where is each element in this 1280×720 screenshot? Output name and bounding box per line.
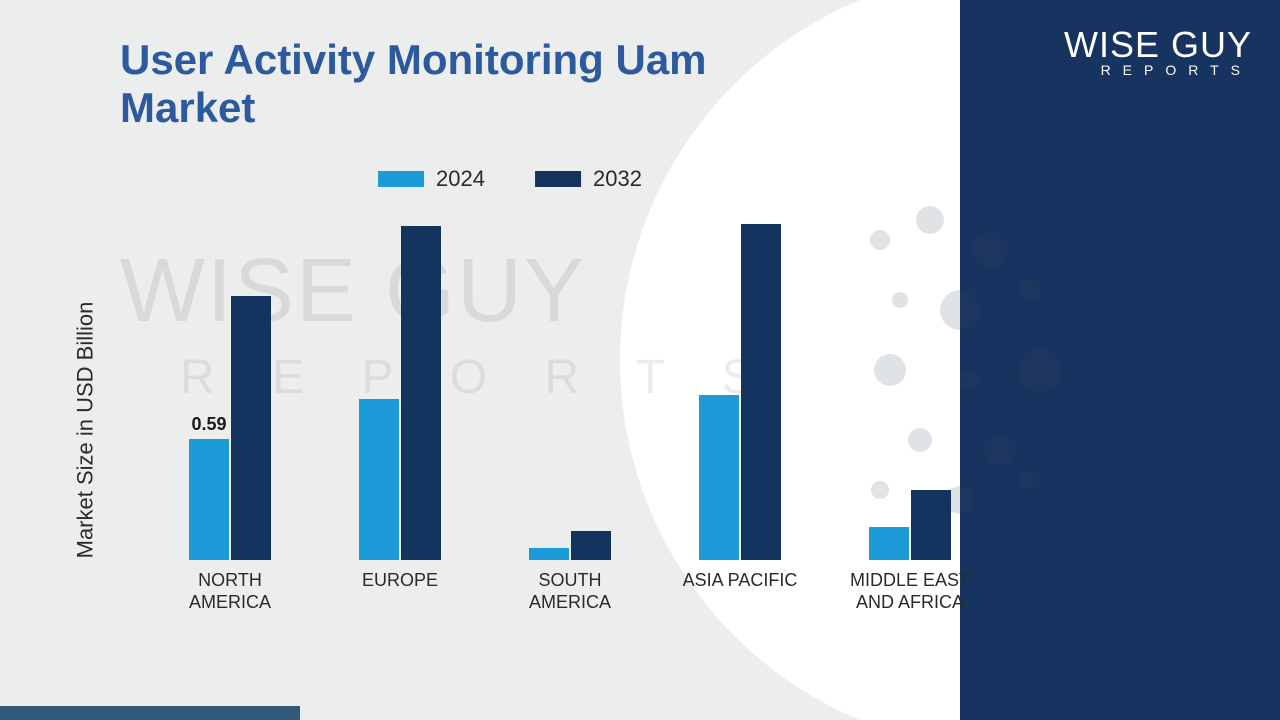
bar-2024 xyxy=(529,548,569,560)
bar-2032 xyxy=(911,490,951,560)
x-axis-category: ASIA PACIFIC xyxy=(670,570,810,592)
bar-2032 xyxy=(231,296,271,560)
bar-2032 xyxy=(741,224,781,560)
x-axis-category: MIDDLE EAST AND AFRICA xyxy=(840,570,980,613)
bar-2032 xyxy=(571,531,611,560)
bar-value-label: 0.59 xyxy=(191,414,226,435)
logo-main-text: WISE GUY xyxy=(1064,24,1252,66)
legend-item-2032: 2032 xyxy=(535,166,642,192)
x-axis-category: NORTH AMERICA xyxy=(160,570,300,613)
legend: 2024 2032 xyxy=(378,166,642,192)
brand-logo: WISE GUY REPORTS xyxy=(1064,24,1252,78)
bar-2024 xyxy=(359,399,399,560)
chart-canvas: User Activity Monitoring Uam Market WISE… xyxy=(0,0,1280,720)
legend-label-2024: 2024 xyxy=(436,166,485,192)
bar-2032 xyxy=(401,226,441,560)
x-axis-category: EUROPE xyxy=(330,570,470,592)
bar-2024: 0.59 xyxy=(189,439,229,560)
bar-2024 xyxy=(699,395,739,560)
bar-2024 xyxy=(869,527,909,560)
legend-swatch-2024 xyxy=(378,171,424,187)
legend-label-2032: 2032 xyxy=(593,166,642,192)
y-axis-label: Market Size in USD Billion xyxy=(73,302,99,559)
plot-region: 0.59 xyxy=(150,210,960,560)
x-axis-category: SOUTH AMERICA xyxy=(500,570,640,613)
bottom-accent-bar xyxy=(0,706,300,720)
legend-swatch-2032 xyxy=(535,171,581,187)
chart-title: User Activity Monitoring Uam Market xyxy=(120,36,740,133)
legend-item-2024: 2024 xyxy=(378,166,485,192)
chart-area: Market Size in USD Billion 2024 2032 0.5… xyxy=(60,170,960,690)
